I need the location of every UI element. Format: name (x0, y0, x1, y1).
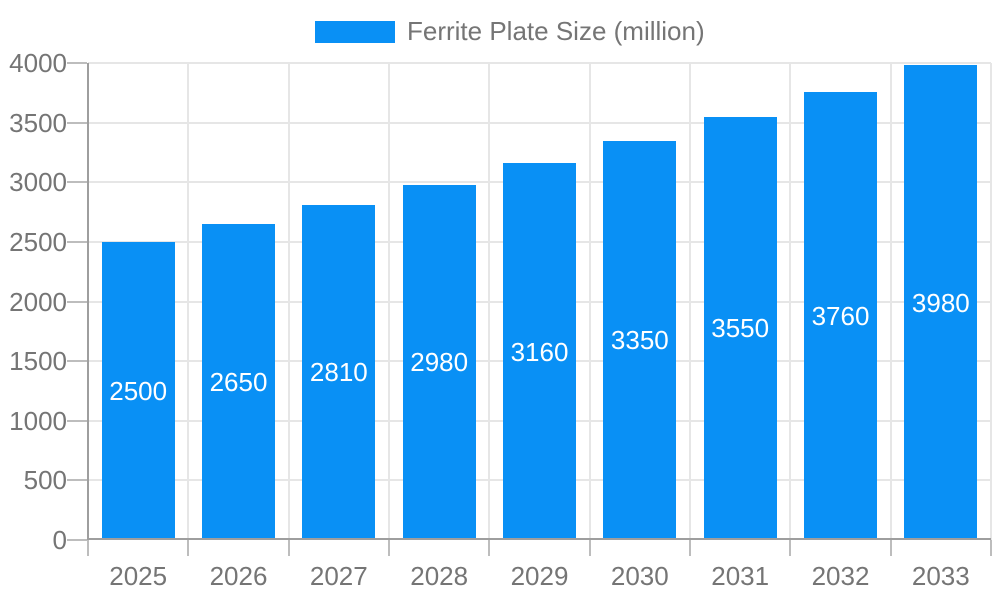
bar-value-label: 2500 (109, 375, 168, 406)
x-axis-tick (287, 540, 290, 556)
y-axis-tick (67, 300, 87, 303)
y-axis-label: 0 (52, 525, 67, 555)
bar[interactable]: 2810 (302, 204, 376, 540)
y-axis-label: 500 (23, 465, 67, 496)
x-axis-label: 2030 (610, 561, 669, 591)
y-axis-tick (67, 360, 87, 363)
y-axis-tick (67, 181, 87, 184)
bar[interactable]: 3160 (503, 163, 576, 540)
y-axis-label: 3000 (9, 167, 67, 198)
bar-value-label: 3160 (510, 336, 569, 367)
gridline-vertical (889, 63, 892, 540)
bar-value-label: 3350 (610, 325, 669, 356)
y-axis-tick (67, 479, 87, 482)
gridline-vertical (388, 63, 390, 540)
x-axis-tick (187, 540, 190, 556)
x-axis-tick (789, 540, 792, 556)
gridline-horizontal (88, 62, 991, 64)
legend-label: Ferrite Plate Size (million) (407, 16, 705, 46)
gridline-vertical (588, 63, 591, 540)
bar-value-label: 3980 (911, 287, 970, 318)
gridline-vertical (187, 63, 190, 540)
x-axis-tick (689, 540, 691, 556)
x-axis-tick (488, 540, 491, 556)
x-axis-tick (87, 540, 89, 556)
bar-value-label: 2980 (410, 347, 469, 378)
y-axis-label: 3500 (9, 107, 67, 138)
bar[interactable]: 3550 (703, 116, 777, 540)
x-axis-line (88, 538, 991, 540)
gridline-vertical (689, 63, 691, 540)
x-axis-label: 2028 (410, 561, 469, 591)
x-axis-tick (388, 540, 390, 556)
x-axis-label: 2025 (109, 561, 168, 591)
gridline-vertical (287, 63, 290, 540)
y-axis-label: 1500 (9, 346, 67, 377)
x-axis-label: 2031 (711, 561, 770, 591)
y-axis-label: 1000 (9, 405, 67, 436)
bar[interactable]: 2980 (402, 184, 476, 540)
x-axis-label: 2033 (911, 561, 970, 591)
bar[interactable]: 3350 (603, 140, 677, 540)
y-axis-tick (67, 240, 87, 243)
bar-value-label: 2810 (309, 357, 368, 388)
x-axis-tick (588, 540, 591, 556)
x-axis-label: 2032 (811, 561, 870, 591)
x-axis-label: 2026 (209, 561, 268, 591)
x-axis-label: 2027 (309, 561, 368, 591)
plot-area: 2500 2650 2810 2980 3160 3350 3550 3760 3980 (67, 62, 992, 556)
bar[interactable]: 3980 (904, 65, 978, 540)
bar-value-label: 2650 (209, 366, 268, 397)
x-axis-label: 2029 (510, 561, 569, 591)
y-axis-tick (67, 539, 87, 541)
y-axis-tick (67, 419, 87, 422)
y-axis-tick (67, 121, 87, 124)
y-axis-label: 4000 (9, 48, 67, 78)
gridline-vertical (488, 63, 491, 540)
bar-value-label: 3760 (811, 300, 870, 331)
bar[interactable]: 2650 (202, 223, 275, 540)
gridline-vertical (789, 63, 792, 540)
y-axis-label: 2500 (9, 226, 67, 257)
gridline-vertical (990, 63, 992, 540)
gridline-horizontal (88, 121, 991, 124)
y-axis-label: 2000 (9, 286, 67, 317)
x-axis-tick (889, 540, 892, 556)
y-axis-tick (67, 62, 87, 64)
legend-swatch (315, 21, 395, 43)
bar-value-label: 3550 (711, 313, 770, 344)
x-axis-tick (990, 540, 992, 556)
y-axis-line (87, 63, 89, 540)
bar[interactable]: 3760 (804, 91, 877, 540)
bar[interactable]: 2500 (101, 241, 175, 540)
